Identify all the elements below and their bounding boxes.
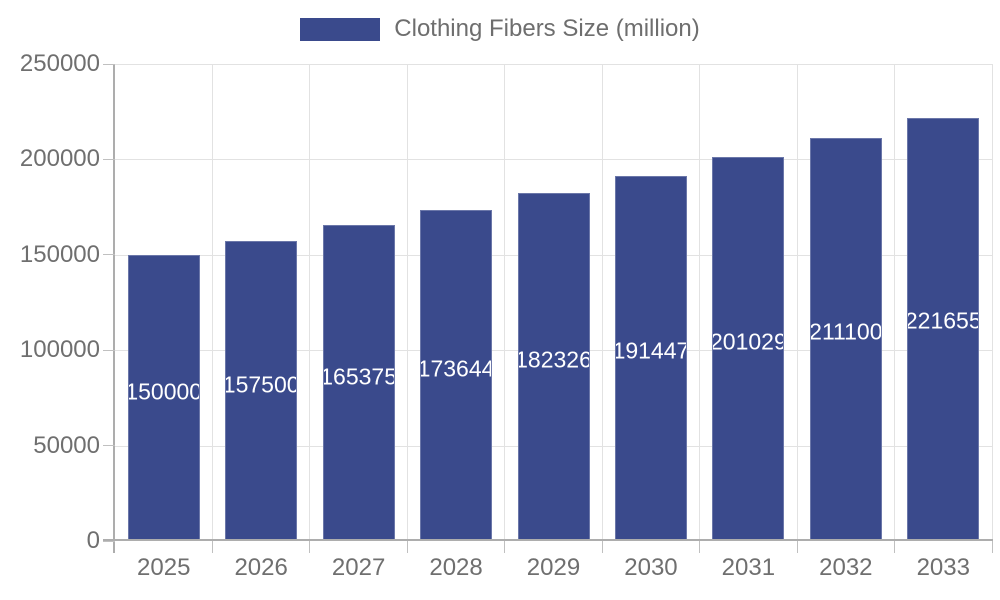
bar-2029[interactable]: 182326 <box>517 193 590 541</box>
x-tick-mark <box>991 541 993 553</box>
x-tick-mark <box>601 541 603 553</box>
y-tick-mark <box>103 540 115 542</box>
x-tick-label: 2029 <box>526 554 581 581</box>
legend-swatch-icon <box>300 17 381 41</box>
bar-value-label: 173644 <box>420 355 493 382</box>
x-tick-label: 2028 <box>429 554 483 581</box>
x-tick-label: 2027 <box>331 554 386 581</box>
x-gridline <box>309 64 311 541</box>
y-tick-mark <box>103 349 115 351</box>
x-tick-label: 2031 <box>721 554 776 581</box>
bar-2027[interactable]: 165375 <box>322 225 395 541</box>
legend-label: Clothing Fibers Size (million) <box>394 15 700 42</box>
x-tick-mark <box>211 541 213 553</box>
bar-value-label: 165375 <box>322 363 395 390</box>
x-tick-label: 2033 <box>916 554 970 581</box>
y-tick-label: 0 <box>86 527 100 554</box>
y-tick-mark <box>103 63 115 65</box>
x-gridline <box>601 64 603 541</box>
x-gridline <box>796 64 798 541</box>
y-gridline <box>115 64 992 65</box>
y-tick-label: 100000 <box>19 336 100 364</box>
x-gridline <box>504 64 506 541</box>
x-tick-label: 2032 <box>819 554 873 581</box>
bar-value-label: 157500 <box>225 371 298 398</box>
y-axis-line <box>113 64 115 553</box>
x-gridline <box>894 64 896 541</box>
x-gridline <box>699 64 701 541</box>
x-gridline <box>991 64 993 541</box>
x-tick-mark <box>504 541 506 553</box>
bar-value-label: 201029 <box>712 328 785 355</box>
x-tick-mark <box>894 541 896 553</box>
y-tick-label: 50000 <box>33 431 100 459</box>
plot-area: 150000 157500 165375 173644 182326 191447 2010… <box>115 64 993 541</box>
y-tick-label: 200000 <box>19 145 100 173</box>
x-gridline <box>211 64 213 541</box>
bar-value-label: 150000 <box>127 378 200 405</box>
x-tick-mark <box>309 541 311 553</box>
bar-2028[interactable]: 173644 <box>420 209 493 541</box>
chart-legend[interactable]: Clothing Fibers Size (million) <box>0 17 1000 41</box>
x-tick-label: 2026 <box>234 554 288 581</box>
y-gridline <box>115 159 992 161</box>
y-tick-label: 250000 <box>19 50 100 77</box>
y-tick-mark <box>103 254 115 256</box>
bar-2025[interactable]: 150000 <box>127 254 200 541</box>
y-tick-label: 150000 <box>19 240 100 268</box>
x-tick-label: 2025 <box>137 554 191 581</box>
y-tick-mark <box>103 445 115 447</box>
x-tick-mark <box>699 541 701 553</box>
bar-2031[interactable]: 201029 <box>712 157 785 541</box>
x-gridline <box>406 64 408 541</box>
y-tick-mark <box>103 158 115 160</box>
x-tick-mark <box>406 541 408 553</box>
bar-value-label: 182326 <box>517 346 590 373</box>
bar-2033[interactable]: 221655 <box>907 118 980 541</box>
bar-value-label: 221655 <box>907 307 980 334</box>
bar-2026[interactable]: 157500 <box>225 240 298 541</box>
bar-2030[interactable]: 191447 <box>614 175 687 541</box>
x-tick-label: 2030 <box>624 554 678 581</box>
bar-value-label: 191447 <box>614 337 687 364</box>
bar-value-label: 211100 <box>809 318 882 345</box>
bar-2032[interactable]: 211100 <box>809 138 882 541</box>
x-tick-mark <box>796 541 798 553</box>
x-axis-line <box>103 539 993 541</box>
